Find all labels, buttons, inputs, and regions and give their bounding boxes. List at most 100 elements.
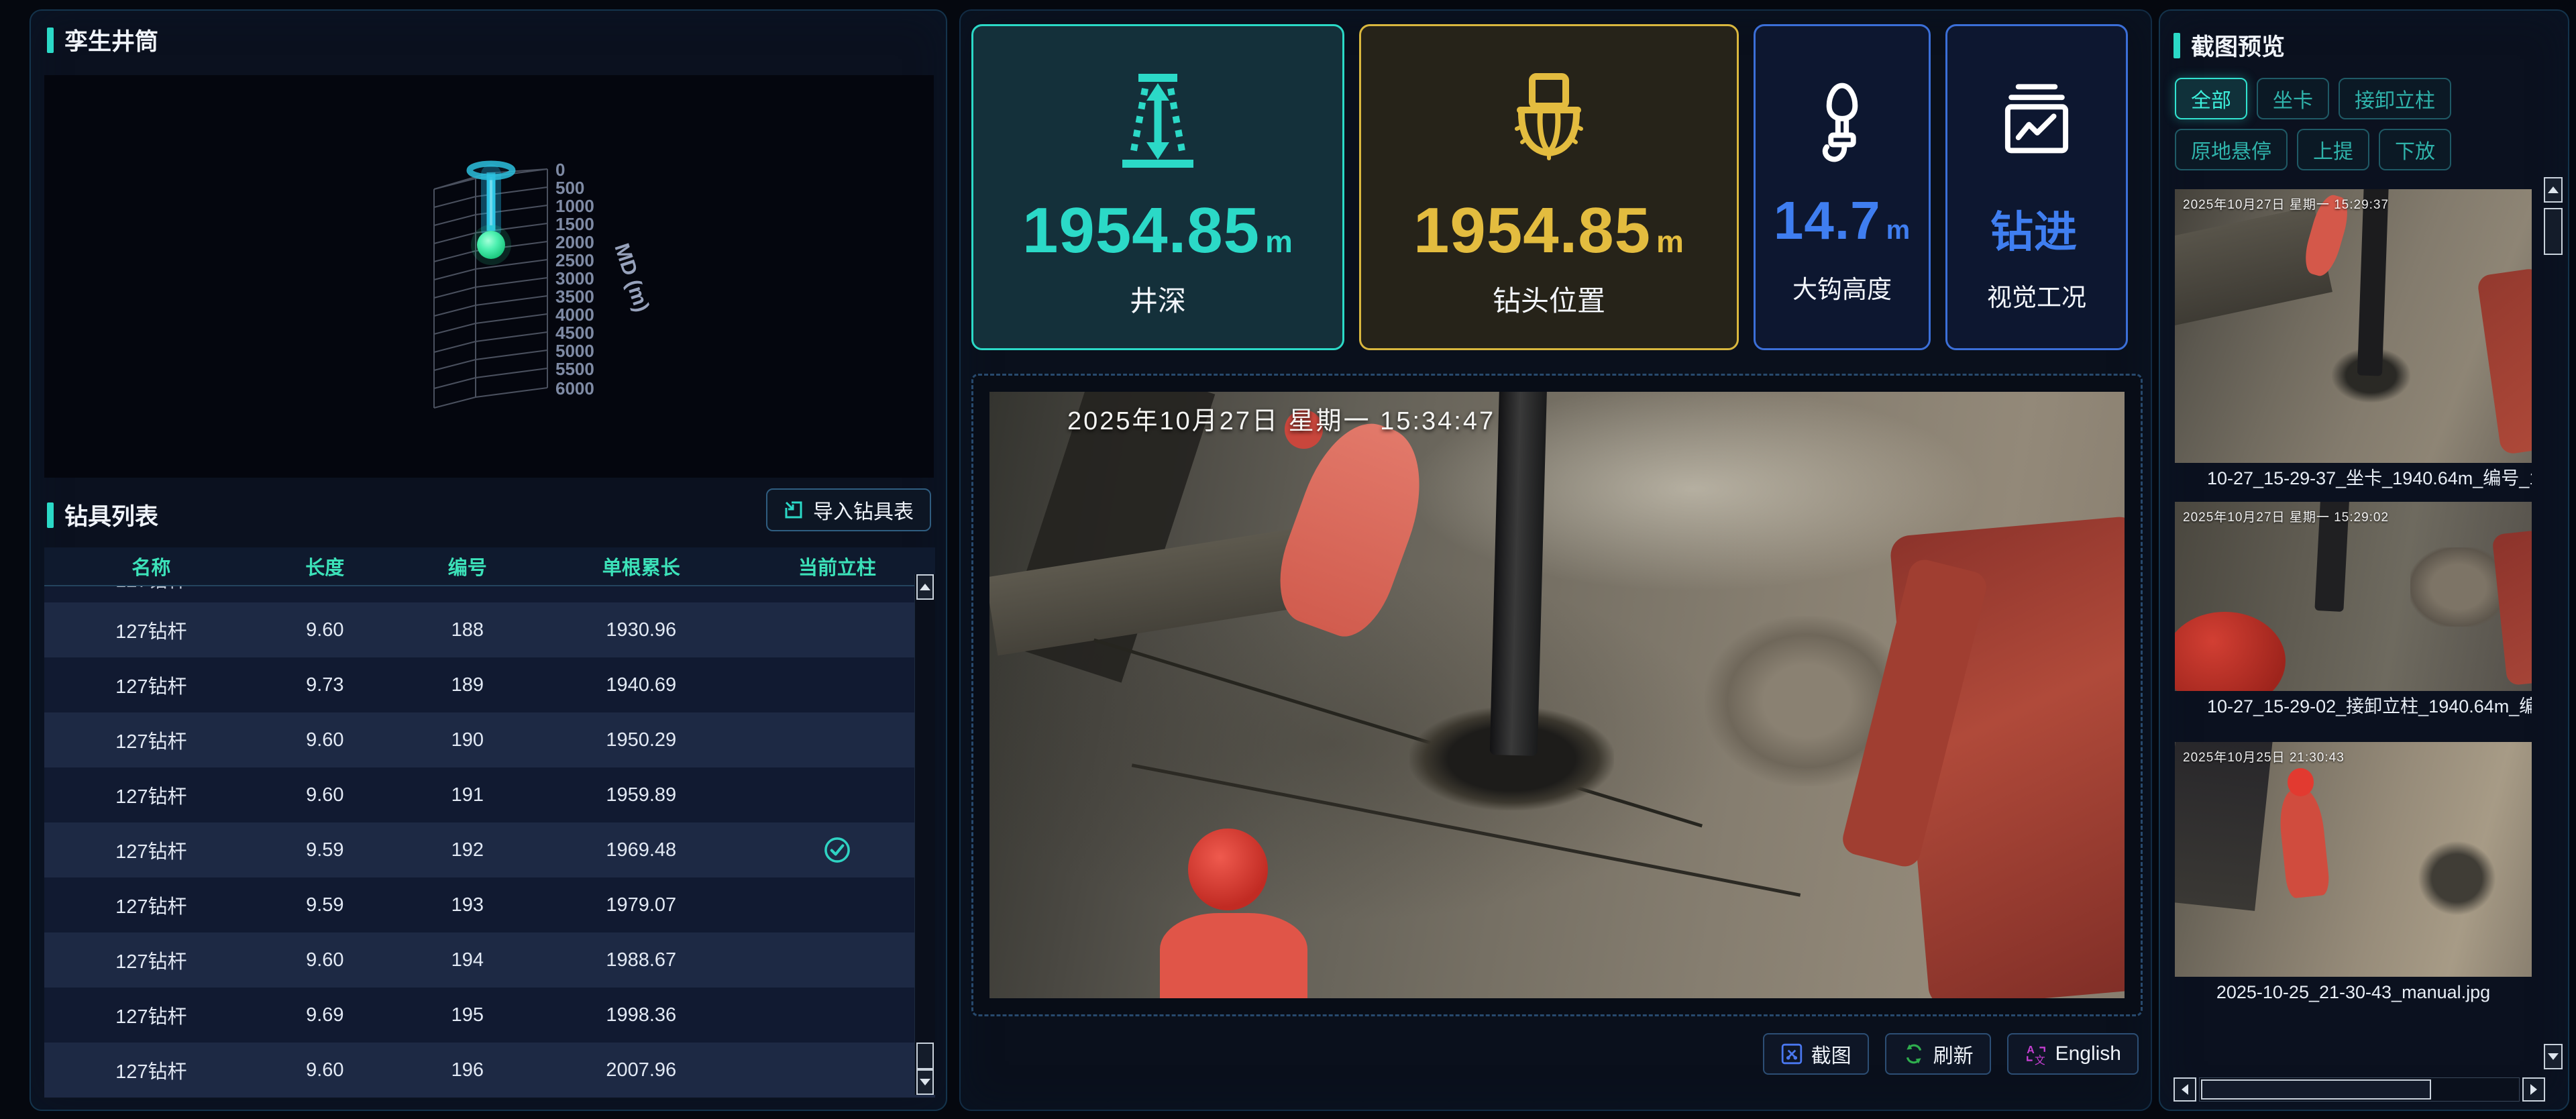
svg-text:A: A <box>2027 1045 2035 1056</box>
scroll-down-button[interactable] <box>916 1069 934 1095</box>
scrollbar-thumb[interactable] <box>916 1043 934 1069</box>
bit-position-marker <box>477 231 505 259</box>
triangle-up-icon <box>920 584 930 590</box>
svg-text:3500: 3500 <box>555 286 594 307</box>
filter-stand-connect[interactable]: 接卸立柱 <box>2339 78 2451 119</box>
monitor-chart-icon <box>1992 78 2081 167</box>
thumbnail-caption: 2025-10-25_21-30-43_manual.jpg <box>2216 982 2491 1002</box>
table-row[interactable]: 127钻杆 9.60 190 1950.29 <box>44 712 935 767</box>
drill-list-title: 钻具列表 <box>47 498 158 532</box>
svg-text:6000: 6000 <box>555 378 594 398</box>
accent-bar <box>47 27 54 53</box>
hook-icon <box>1798 78 1886 167</box>
bit-position-card[interactable]: 1954.85 m 钻头位置 <box>1359 24 1739 350</box>
scrollbar-thumb[interactable] <box>2544 208 2563 255</box>
thumbnail-timestamp: 2025年10月25日 21:30:43 <box>2183 751 2345 765</box>
col-current: 当前立柱 <box>798 557 876 579</box>
wellhead-ring <box>466 160 516 180</box>
filter-lower-down[interactable]: 下放 <box>2379 129 2451 170</box>
thumbnail-caption: 10-27_15-29-37_坐卡_1940.64m_编号_19 <box>2207 468 2532 488</box>
filter-all[interactable]: 全部 <box>2175 78 2247 119</box>
svg-text:3000: 3000 <box>555 268 594 288</box>
triangle-left-icon <box>2182 1084 2188 1095</box>
filter-pull-up[interactable]: 上提 <box>2297 129 2369 170</box>
cell-number: 196 <box>451 1059 484 1081</box>
cell-length: 9.60 <box>258 586 392 590</box>
cell-length: 9.60 <box>306 784 344 806</box>
depth-axis-label: MD (m) <box>610 240 654 315</box>
svg-text:1000: 1000 <box>555 196 594 216</box>
table-row[interactable]: 127钻杆 9.59 193 1979.07 <box>44 877 935 933</box>
visual-condition-card[interactable]: 钻进 视觉工况 <box>1945 24 2128 350</box>
thumb-shape <box>2287 767 2314 796</box>
preview-horizontal-scrollbar[interactable] <box>2174 1077 2545 1102</box>
cell-name: 127钻杆 <box>115 786 187 808</box>
svg-text:500: 500 <box>555 178 584 198</box>
table-row[interactable]: 127钻杆 9.69 195 1998.36 <box>44 988 935 1043</box>
cell-length: 9.60 <box>306 1059 344 1081</box>
svg-text:1500: 1500 <box>555 214 594 234</box>
screenshot-thumbnail[interactable]: 2025年10月27日 星期一 15:29:37 <box>2175 189 2532 463</box>
preview-filters: 全部 坐卡 接卸立柱 原地悬停 上提 下放 <box>2175 78 2551 170</box>
video-shape-worker <box>1263 409 1443 647</box>
drill-tools-table: 名称 长度 编号 单根累长 当前立柱 127钻杆 9.60 187 1921.3… <box>44 547 935 1099</box>
thumb-shape <box>2357 189 2389 376</box>
current-column-check-icon <box>824 837 850 863</box>
live-video-feed[interactable]: 2025年10月27日 星期一 15:34:47 <box>989 392 2125 998</box>
screenshot-thumbnail[interactable]: 2025年10月25日 21:30:43 <box>2175 742 2532 977</box>
triangle-right-icon <box>2530 1084 2537 1095</box>
hscroll-thumb[interactable] <box>2201 1079 2431 1100</box>
cell-number: 193 <box>451 894 484 916</box>
svg-text:5500: 5500 <box>555 359 594 379</box>
video-shape-worker-head <box>1284 410 1324 449</box>
preview-scrollbar[interactable] <box>2542 177 2565 1069</box>
language-toggle-button[interactable]: A 文 English <box>2006 1033 2139 1075</box>
cell-length: 9.60 <box>306 949 344 971</box>
hook-height-card[interactable]: 14.7 m 大钩高度 <box>1754 24 1931 350</box>
refresh-icon <box>1906 1044 1921 1064</box>
thumbnail-timestamp: 2025年10月27日 星期一 15:29:02 <box>2183 511 2390 525</box>
scroll-up-button[interactable] <box>2544 177 2563 203</box>
accent-bar <box>2174 32 2180 58</box>
triangle-down-icon <box>920 1079 930 1085</box>
table-row-current[interactable]: 127钻杆 9.59 192 1969.48 <box>44 822 935 877</box>
triangle-up-icon <box>2548 186 2559 193</box>
cell-number: 190 <box>451 729 484 751</box>
screenshot-button[interactable]: 截图 <box>1762 1033 1869 1075</box>
table-row[interactable]: 127钻杆 9.60 188 1930.96 <box>44 602 935 657</box>
table-row[interactable]: 127钻杆 9.60 194 1988.67 <box>44 933 935 988</box>
stat-cards: 1954.85 m 井深 <box>971 24 2128 350</box>
cell-name: 127钻杆 <box>115 676 187 698</box>
table-row[interactable]: 127钻杆 9.73 189 1940.69 <box>44 657 935 712</box>
cell-cumulative: 1988.67 <box>606 949 677 971</box>
scroll-right-button[interactable] <box>2522 1077 2545 1102</box>
cell-current <box>739 837 935 863</box>
thumb-shape <box>2175 611 2286 691</box>
bit-position-label: 钻头位置 <box>1492 285 1605 317</box>
scroll-left-button[interactable] <box>2174 1077 2196 1102</box>
screenshot-thumbnail[interactable]: 2025年10月27日 星期一 15:29:02 <box>2175 502 2532 691</box>
well-depth-card[interactable]: 1954.85 m 井深 <box>971 24 1344 350</box>
wellbore-3d-view[interactable]: 0 500 1000 1500 2000 2500 3000 3500 4000… <box>44 75 934 478</box>
refresh-button[interactable]: 刷新 <box>1884 1033 1991 1075</box>
wellbore-3d-scene: 0 500 1000 1500 2000 2500 3000 3500 4000… <box>433 160 654 409</box>
wellbore-pipe <box>466 160 516 239</box>
cell-cumulative: 1998.36 <box>606 1004 677 1026</box>
svg-text:4000: 4000 <box>555 305 594 325</box>
scroll-up-button[interactable] <box>916 574 934 600</box>
hscroll-track[interactable] <box>2199 1077 2520 1102</box>
scroll-down-button[interactable] <box>2544 1044 2563 1069</box>
thumbnail-timestamp: 2025年10月27日 星期一 15:29:37 <box>2183 198 2390 212</box>
thumb-shape <box>2410 547 2507 627</box>
filter-hover[interactable]: 原地悬停 <box>2175 129 2288 170</box>
import-drill-table-button[interactable]: 导入钻具表 <box>766 488 931 531</box>
table-row[interactable]: 127钻杆 9.60 191 1959.89 <box>44 767 935 822</box>
cell-name: 127钻杆 <box>115 841 187 863</box>
screenshot-button-label: 截图 <box>1811 1045 1851 1067</box>
filter-slip-set[interactable]: 坐卡 <box>2257 78 2329 119</box>
table-row[interactable]: 127钻杆 9.60 196 2007.96 <box>44 1043 935 1098</box>
video-shape-worker <box>1159 913 1307 998</box>
table-scrollbar[interactable] <box>914 574 935 1095</box>
cell-length: 9.59 <box>306 839 344 861</box>
